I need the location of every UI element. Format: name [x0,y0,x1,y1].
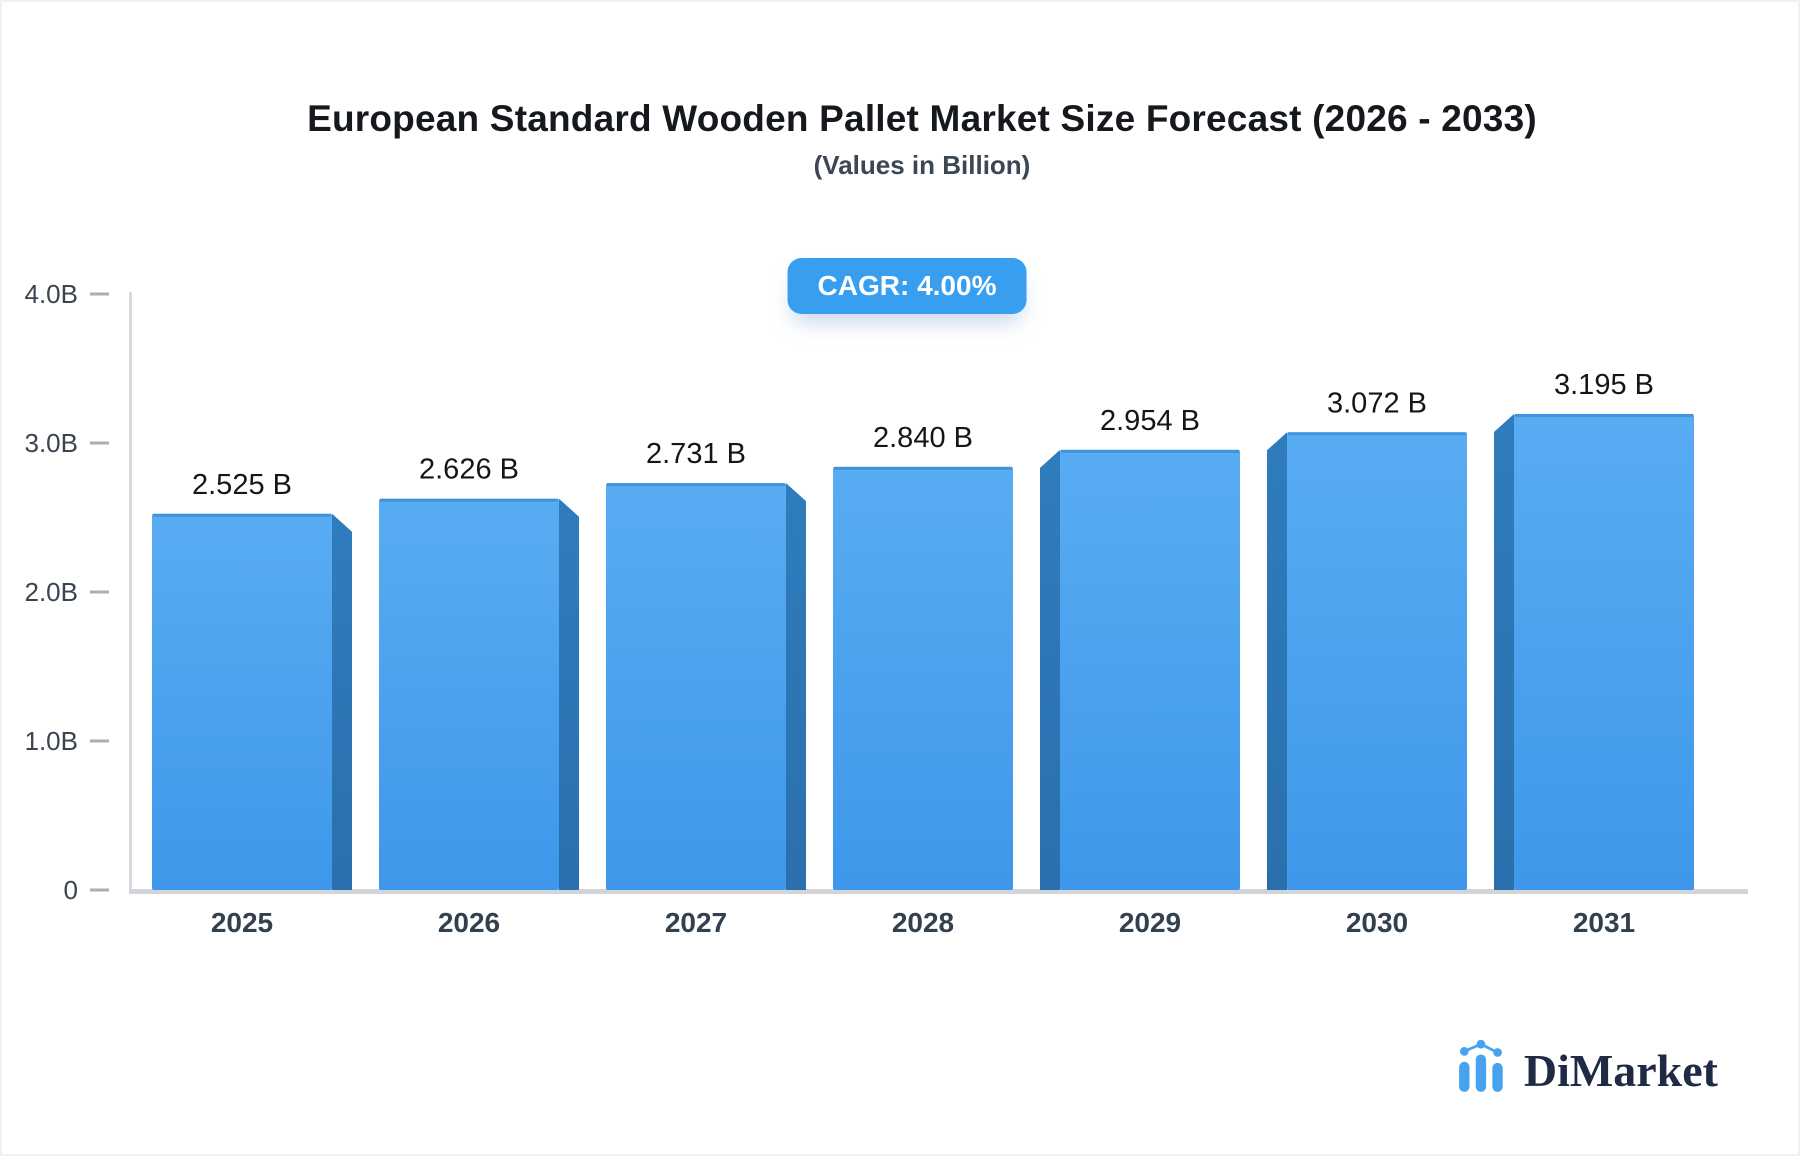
year-label-2027: 2027 [665,907,727,938]
value-label-2031: 3.195 B [1554,369,1654,401]
bar-side-2026 [559,498,579,890]
bar-side-2029 [1040,449,1060,890]
bar-2029 [1060,449,1240,890]
bar-top-edge-2028 [834,466,1012,470]
page-title: European Standard Wooden Pallet Market S… [307,98,1537,139]
y-tick-label-2.0B: 2.0B [25,577,79,607]
bar-side-2030 [1267,432,1287,890]
brand-logo: DiMarket [1456,1040,1718,1094]
dimarket-logo-icon [1458,1040,1503,1092]
year-label-2025: 2025 [211,907,273,938]
y-tick-label-0: 0 [64,875,78,905]
x-axis-line [129,889,1748,894]
value-label-2026: 2.626 B [419,454,519,486]
year-label-2028: 2028 [892,907,954,938]
bar-top-edge-2027 [607,483,785,487]
bar-2028 [833,466,1013,890]
brand-name: DiMarket [1523,1045,1718,1096]
year-label-2030: 2030 [1346,907,1408,938]
bar-top-edge-2025 [153,513,331,517]
cagr-badge: CAGR: 4.00% [787,258,1027,314]
bar-side-2025 [332,513,352,890]
bar-2030 [1287,432,1467,890]
bar-2026 [379,498,559,890]
y-axis-line [129,292,132,890]
bar-2031 [1514,413,1694,890]
y-tick-label-3.0B: 3.0B [25,428,79,458]
value-label-2028: 2.840 B [873,422,973,454]
year-label-2031: 2031 [1573,907,1635,938]
bar-2025 [152,513,332,890]
bar-top-edge-2029 [1061,449,1239,453]
value-label-2029: 2.954 B [1100,405,1200,437]
value-label-2027: 2.731 B [646,438,746,470]
year-label-2029: 2029 [1119,907,1181,938]
y-tick-label-1.0B: 1.0B [25,726,79,756]
page-subtitle: (Values in Billion) [813,150,1031,180]
bar-top-edge-2026 [380,498,558,502]
bar-top-edge-2030 [1288,432,1466,436]
bar-top-edge-2031 [1515,413,1693,417]
bar-side-2031 [1494,413,1514,890]
value-label-2030: 3.072 B [1327,387,1427,419]
value-label-2025: 2.525 B [192,469,292,501]
bar-side-2027 [786,483,806,890]
bar-2027 [606,483,786,890]
y-tick-label-4.0B: 4.0B [25,279,79,309]
year-label-2026: 2026 [438,907,500,938]
